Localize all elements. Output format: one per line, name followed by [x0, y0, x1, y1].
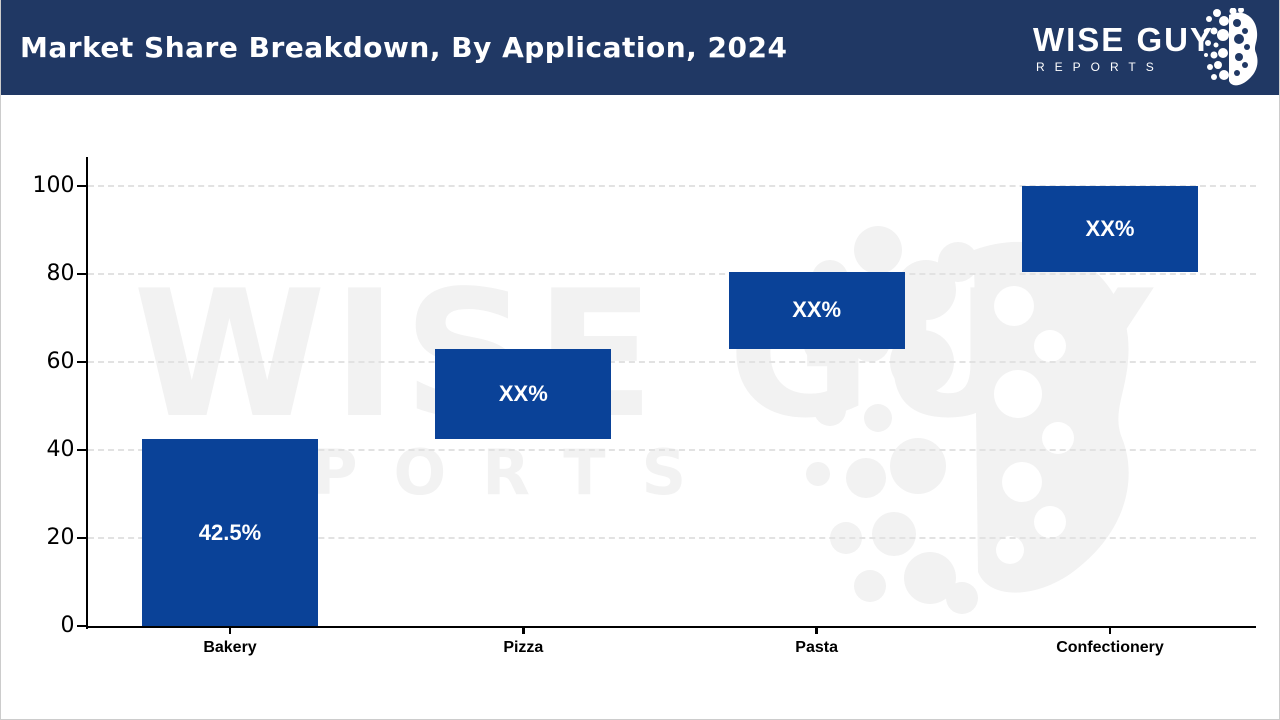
y-axis-tick	[76, 360, 87, 364]
y-axis-tick	[76, 536, 87, 540]
x-axis-category-label: Pizza	[503, 639, 544, 656]
gridline	[87, 361, 1256, 363]
y-axis-tick-label: 40	[46, 437, 75, 462]
x-axis-tick	[1108, 628, 1112, 634]
gridline	[87, 449, 1256, 451]
y-axis-tick-label: 0	[60, 613, 75, 638]
x-axis-tick	[815, 628, 818, 634]
logo-wordmark: WISE GUY	[1032, 20, 1214, 58]
brand-logo: WISE GUY REPORTS	[1033, 7, 1262, 88]
chart-title: Market Share Breakdown, By Application, …	[20, 31, 788, 64]
bar-value-label: XX%	[498, 380, 548, 406]
x-axis-tick	[522, 628, 525, 634]
y-axis-tick	[76, 624, 87, 628]
x-axis-category-label: Pasta	[795, 639, 838, 656]
y-axis-tick	[76, 184, 87, 188]
logo-head-icon	[1203, 7, 1258, 85]
y-axis-tick-label: 20	[46, 525, 75, 550]
brand-logo-text: WISE GUY REPORTS	[1033, 23, 1214, 73]
header-bar: Market Share Breakdown, By Application, …	[0, 0, 1280, 95]
bar-value-label: 42.5%	[198, 519, 262, 545]
bar-value-label: XX%	[792, 297, 842, 323]
gridline	[87, 273, 1256, 275]
bar-value-label: XX%	[1085, 215, 1135, 241]
y-axis-line	[85, 157, 88, 629]
bar-confectionery: XX%	[1021, 186, 1198, 272]
y-axis-tick-label: 80	[46, 261, 75, 286]
x-axis-category-label: Bakery	[203, 639, 257, 656]
x-axis-tick	[228, 628, 232, 634]
y-axis-tick-label: 60	[46, 349, 75, 374]
bar-pasta: XX%	[728, 271, 905, 349]
gridline	[87, 185, 1256, 187]
gridline	[87, 537, 1256, 539]
logo-subtext: REPORTS	[1035, 59, 1164, 74]
bar-pizza: XX%	[435, 348, 612, 439]
y-axis-tick	[76, 272, 87, 276]
bar-bakery: 42.5%	[142, 439, 318, 626]
y-axis-tick-label: 100	[32, 173, 75, 198]
x-axis-category-label: Confectionery	[1056, 639, 1164, 656]
y-axis-tick	[76, 448, 87, 452]
x-axis-line	[85, 625, 1256, 628]
